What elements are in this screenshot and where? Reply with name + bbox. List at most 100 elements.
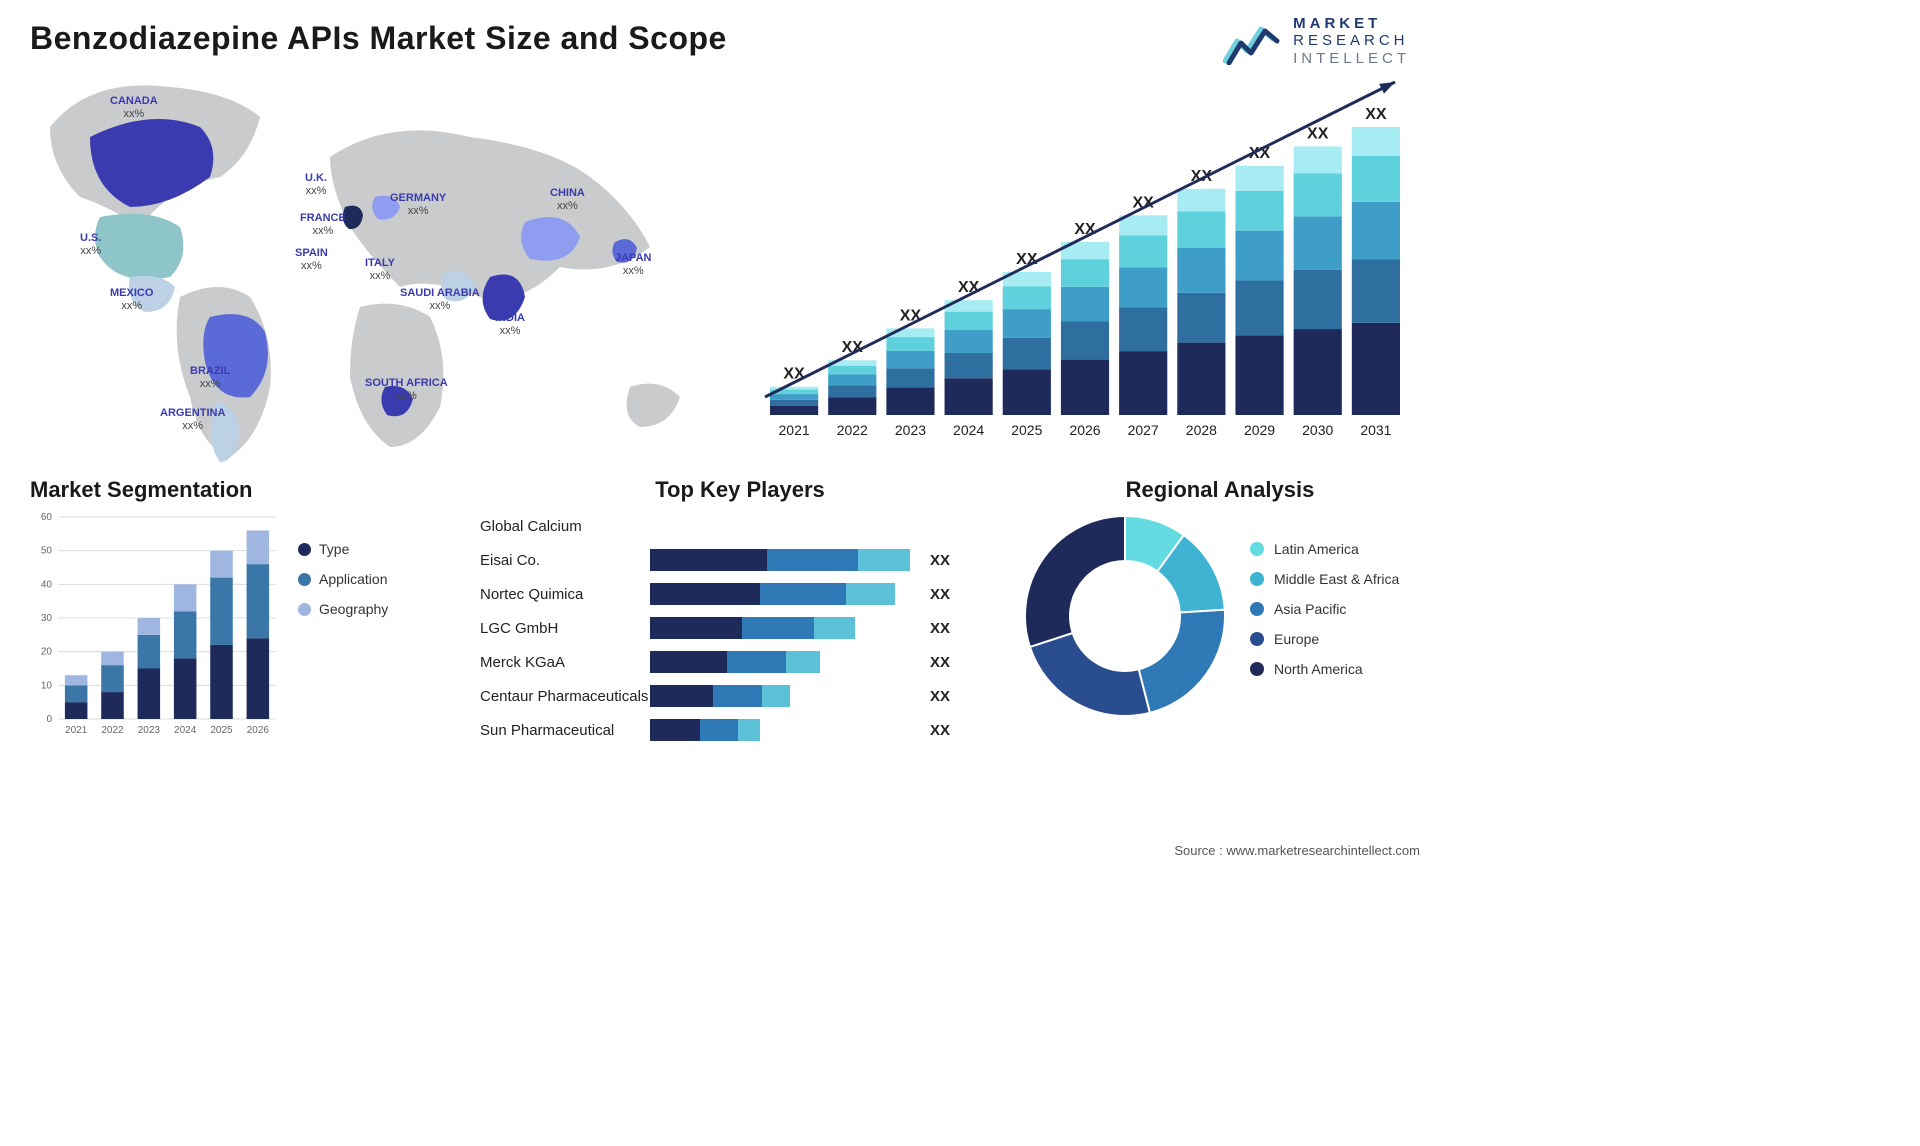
svg-text:60: 60 (41, 512, 53, 523)
svg-text:2021: 2021 (779, 422, 810, 438)
svg-text:30: 30 (41, 613, 53, 624)
map-label: JAPANxx% (615, 252, 651, 277)
svg-text:XX: XX (1365, 106, 1387, 123)
svg-text:2028: 2028 (1186, 422, 1217, 438)
map-label: ARGENTINAxx% (160, 407, 225, 432)
player-row: Eisai Co. XX (480, 545, 1000, 575)
map-label: INDIAxx% (495, 312, 525, 337)
svg-text:2025: 2025 (210, 725, 233, 736)
legend-label: Latin America (1274, 541, 1359, 557)
player-bar (650, 549, 920, 571)
legend-swatch (1250, 662, 1264, 676)
svg-text:2022: 2022 (101, 725, 124, 736)
player-value: XX (930, 620, 950, 637)
player-row: Merck KGaAXX (480, 647, 1000, 677)
regional-panel: Regional Analysis Latin America Middle Ea… (1020, 477, 1420, 767)
legend-swatch (1250, 572, 1264, 586)
legend-swatch (1250, 602, 1264, 616)
regional-title: Regional Analysis (1020, 477, 1420, 503)
page-title: Benzodiazepine APIs Market Size and Scop… (30, 20, 1420, 57)
map-label: CHINAxx% (550, 187, 585, 212)
segmentation-panel: Market Segmentation 0 10 20 30 40 50 60 2021 202… (30, 477, 460, 767)
legend-item: Latin America (1250, 541, 1399, 557)
segmentation-title: Market Segmentation (30, 477, 460, 503)
player-name: Sun Pharmaceutical (480, 722, 650, 739)
player-value: XX (930, 722, 950, 739)
legend-swatch (298, 543, 311, 556)
map-label: GERMANYxx% (390, 192, 446, 217)
legend-swatch (298, 603, 311, 616)
map-label: SPAINxx% (295, 247, 328, 272)
player-name: Centaur Pharmaceuticals (480, 688, 650, 705)
legend-label: Type (319, 541, 349, 557)
svg-text:2022: 2022 (837, 422, 868, 438)
growth-bar-chart: XX2021XX2022XX2023XX2024XX2025XX2026XX20… (750, 67, 1420, 467)
players-header: Global Calcium (480, 518, 650, 535)
player-value: XX (930, 688, 950, 705)
legend-label: Application (319, 571, 388, 587)
map-label: U.K.xx% (305, 172, 327, 197)
svg-text:2024: 2024 (953, 422, 984, 438)
svg-text:2030: 2030 (1302, 422, 1333, 438)
logo-line3: INTELLECT (1293, 50, 1410, 67)
svg-text:2023: 2023 (138, 725, 161, 736)
legend-item: Europe (1250, 631, 1399, 647)
legend-item: Geography (298, 601, 388, 617)
map-label: MEXICOxx% (110, 287, 153, 312)
map-label: SAUDI ARABIAxx% (400, 287, 480, 312)
map-label: ITALYxx% (365, 257, 395, 282)
regional-legend: Latin America Middle East & Africa Asia Pa… (1250, 541, 1399, 691)
legend-swatch (1250, 542, 1264, 556)
player-row: LGC GmbH XX (480, 613, 1000, 643)
player-row: Sun Pharmaceutical XX (480, 715, 1000, 745)
svg-text:2031: 2031 (1360, 422, 1391, 438)
svg-text:50: 50 (41, 546, 53, 557)
segmentation-legend: Type Application Geography (298, 511, 388, 631)
legend-label: Middle East & Africa (1274, 571, 1399, 587)
world-map-panel: CANADAxx%U.S.xx%MEXICOxx%BRAZILxx%ARGENT… (30, 67, 720, 467)
svg-text:10: 10 (41, 680, 53, 691)
svg-text:2023: 2023 (895, 422, 926, 438)
svg-text:2026: 2026 (1069, 422, 1100, 438)
svg-text:0: 0 (46, 714, 52, 725)
logo-line1: MARKET (1293, 15, 1410, 32)
svg-text:2025: 2025 (1011, 422, 1042, 438)
svg-text:2024: 2024 (174, 725, 197, 736)
legend-item: Type (298, 541, 388, 557)
svg-text:20: 20 (41, 647, 53, 658)
legend-item: Asia Pacific (1250, 601, 1399, 617)
player-value: XX (930, 586, 950, 603)
logo-icon (1223, 17, 1281, 65)
map-label: BRAZILxx% (190, 365, 230, 390)
player-bar (650, 651, 920, 673)
players-panel: Top Key Players Global Calcium Eisai Co. X… (480, 477, 1000, 767)
growth-chart-panel: XX2021XX2022XX2023XX2024XX2025XX2026XX20… (750, 67, 1420, 467)
regional-donut-chart (1020, 511, 1230, 721)
segmentation-bar-chart: 0 10 20 30 40 50 60 2021 2022 2023 2024 2025 2026 (30, 511, 280, 741)
svg-text:2021: 2021 (65, 725, 88, 736)
players-title: Top Key Players (480, 477, 1000, 503)
svg-text:40: 40 (41, 579, 53, 590)
player-row: Nortec QuimicaXX (480, 579, 1000, 609)
player-value: XX (930, 552, 950, 569)
player-name: LGC GmbH (480, 620, 650, 637)
svg-text:2029: 2029 (1244, 422, 1275, 438)
map-label: CANADAxx% (110, 95, 158, 120)
legend-item: Middle East & Africa (1250, 571, 1399, 587)
players-list: Global CalciumEisai Co.XXNortec QuimicaX… (480, 511, 1000, 745)
svg-text:2026: 2026 (247, 725, 270, 736)
player-bar (650, 617, 920, 639)
legend-swatch (298, 573, 311, 586)
player-name: Eisai Co. (480, 552, 650, 569)
svg-text:XX: XX (1307, 125, 1329, 142)
source-label: Source : www.marketresearchintellect.com (1174, 843, 1420, 858)
logo-line2: RESEARCH (1293, 32, 1410, 49)
brand-logo: MARKET RESEARCH INTELLECT (1223, 15, 1410, 67)
legend-label: Asia Pacific (1274, 601, 1346, 617)
svg-text:2027: 2027 (1128, 422, 1159, 438)
player-row: Centaur Pharmaceuticals XX (480, 681, 1000, 711)
map-label: FRANCExx% (300, 212, 346, 237)
legend-item: North America (1250, 661, 1399, 677)
legend-swatch (1250, 632, 1264, 646)
player-bar (650, 719, 920, 741)
